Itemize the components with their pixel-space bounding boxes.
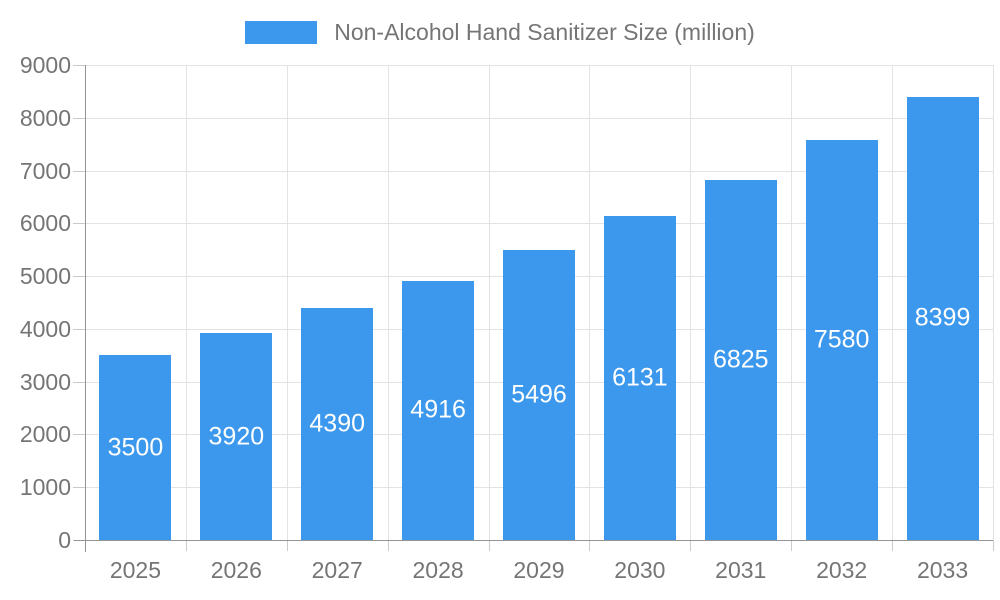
gridline-v	[892, 65, 894, 540]
bar-2032[interactable]: 7580	[805, 139, 878, 540]
y-axis-label: 1000	[19, 474, 71, 501]
bar-2027[interactable]: 4390	[301, 308, 374, 540]
bar-value-label: 6131	[612, 363, 668, 392]
y-axis-label: 5000	[19, 263, 71, 290]
x-axis-label: 2032	[816, 557, 868, 583]
bar-2033[interactable]: 8399	[906, 96, 979, 540]
x-axis-label: 2033	[916, 557, 969, 583]
bar-value-label: 4390	[309, 409, 366, 438]
bar-value-label: 6825	[712, 345, 769, 374]
bar-value-label: 3500	[107, 433, 164, 462]
x-axis-tick	[286, 540, 288, 551]
y-axis-label: 8000	[19, 104, 71, 131]
bar-value-label: 7580	[813, 325, 870, 354]
y-axis-label: 6000	[19, 210, 71, 237]
bar-value-label: 4916	[410, 395, 466, 424]
gridline-v	[488, 65, 490, 540]
y-axis-tick	[73, 117, 85, 119]
bar-2029[interactable]: 5496	[503, 249, 575, 540]
x-axis-label: 2031	[715, 557, 767, 583]
bar-value-label: 8399	[914, 303, 971, 332]
x-axis-tick	[993, 540, 994, 551]
legend-label: Non-Alcohol Hand Sanitizer Size (million…	[334, 18, 755, 45]
x-axis-label: 2027	[311, 557, 363, 583]
x-axis-tick	[488, 540, 490, 551]
gridline-v	[286, 65, 288, 540]
y-axis-label: 3000	[19, 368, 71, 395]
y-axis-tick	[73, 381, 85, 383]
x-axis-tick	[892, 540, 894, 551]
gridline-h	[85, 223, 993, 225]
x-axis-tick	[791, 540, 793, 551]
y-axis-tick	[73, 223, 85, 225]
y-axis-tick	[73, 65, 85, 66]
y-axis-tick	[73, 434, 85, 436]
x-axis-line	[74, 540, 993, 541]
y-axis-label: 2000	[19, 421, 71, 448]
plot-area: 0 1000 2000 3000 4000 5000 6000 7000 8000 9000 350…	[20, 52, 994, 583]
bar-2031[interactable]: 6825	[704, 179, 777, 540]
x-axis-tick	[589, 540, 591, 551]
gridline-v	[387, 65, 389, 540]
y-axis-line	[85, 65, 86, 552]
bar-2025[interactable]: 3500	[99, 355, 172, 540]
y-axis-tick	[73, 170, 85, 172]
y-axis-tick	[73, 276, 85, 278]
legend-swatch	[245, 20, 318, 44]
gridline-v	[690, 65, 692, 540]
gridline-h	[85, 170, 993, 172]
bar-value-label: 5496	[511, 380, 567, 409]
gridline-v	[791, 65, 793, 540]
bar-2030[interactable]: 6131	[603, 216, 676, 540]
y-axis-label: 7000	[19, 157, 71, 184]
bar-value-label: 3920	[208, 422, 265, 451]
gridline-h	[85, 117, 993, 119]
x-axis-tick	[185, 540, 187, 551]
gridline-v	[589, 65, 591, 540]
gridline-v	[993, 65, 994, 540]
bar-2028[interactable]: 4916	[402, 280, 475, 540]
x-axis-label: 2030	[614, 557, 666, 583]
bar-2026[interactable]: 3920	[200, 333, 273, 540]
gridline-v	[185, 65, 187, 540]
y-axis-tick	[73, 487, 85, 489]
x-axis-label: 2025	[109, 557, 162, 583]
chart-legend[interactable]: Non-Alcohol Hand Sanitizer Size (million…	[0, 9, 1000, 55]
x-axis-tick	[690, 540, 692, 551]
y-axis-tick	[73, 328, 85, 330]
x-axis-tick	[387, 540, 389, 551]
gridline-h	[85, 65, 993, 66]
y-axis-label: 0	[58, 527, 71, 553]
x-axis-label: 2028	[412, 557, 464, 583]
x-axis-label: 2026	[210, 557, 262, 583]
y-axis-label: 4000	[19, 315, 71, 342]
y-axis-label: 9000	[19, 52, 71, 78]
x-axis-label: 2029	[513, 557, 565, 583]
